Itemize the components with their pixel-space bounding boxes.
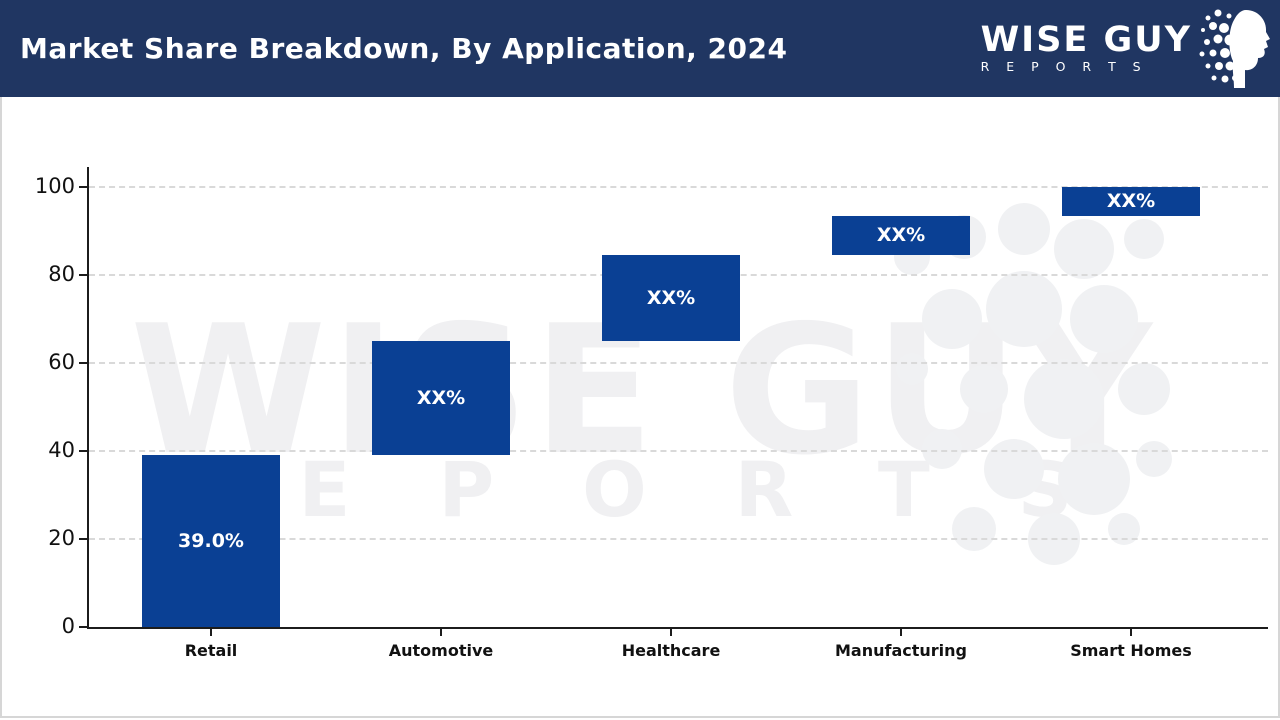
logo-subtitle: R E P O R T S	[980, 59, 1148, 75]
y-tick-label-100: 100	[34, 174, 75, 198]
chart-title: Market Share Breakdown, By Application, …	[20, 32, 788, 65]
y-tick-label-40: 40	[48, 438, 75, 462]
x-category-label: Manufacturing	[835, 641, 967, 660]
bar-healthcare: XX%	[602, 255, 740, 341]
logo-face-icon	[1199, 9, 1270, 88]
x-tick-1	[440, 629, 442, 636]
logo-text: WISE GUY R E P O R T S	[980, 19, 1192, 75]
y-tick-40	[79, 450, 87, 452]
logo-wordmark: WISE GUY	[980, 19, 1192, 60]
bar-value-label: XX%	[1106, 190, 1156, 213]
y-tick-0	[79, 626, 87, 628]
bar-value-label: 39.0%	[178, 530, 244, 553]
x-category-label: Smart Homes	[1070, 641, 1192, 660]
x-tick-3	[900, 629, 902, 636]
bar-smart-homes: XX%	[1062, 187, 1200, 216]
gridline-40	[89, 450, 1268, 452]
y-tick-label-60: 60	[48, 350, 75, 374]
x-category-label: Retail	[184, 641, 238, 660]
y-tick-100	[79, 186, 87, 188]
bar-automotive: XX%	[372, 341, 510, 456]
gridline-20	[89, 538, 1268, 540]
watermark-face-icon	[894, 203, 1172, 565]
bar-value-label: XX%	[646, 287, 696, 310]
x-axis-line	[87, 627, 1268, 629]
y-tick-80	[79, 274, 87, 276]
y-axis-line	[87, 167, 89, 629]
y-tick-60	[79, 362, 87, 364]
bar-manufacturing: XX%	[832, 215, 970, 256]
y-tick-label-80: 80	[48, 262, 75, 286]
x-tick-2	[670, 629, 672, 636]
header-bar: Market Share Breakdown, By Application, …	[0, 0, 1280, 97]
y-tick-label-0: 0	[61, 614, 75, 638]
gridline-100	[89, 186, 1268, 188]
x-tick-4	[1130, 629, 1132, 636]
gridline-60	[89, 362, 1268, 364]
wise-guy-reports-logo: WISE GUY R E P O R T S	[981, 6, 1272, 90]
bar-value-label: XX%	[416, 387, 466, 410]
bar-retail: 39.0%	[142, 455, 280, 627]
y-tick-20	[79, 538, 87, 540]
x-category-label: Automotive	[388, 641, 494, 660]
x-category-label: Healthcare	[621, 641, 721, 660]
watermark-reports: REPORTS	[152, 445, 1161, 534]
x-tick-0	[210, 629, 212, 636]
bar-value-label: XX%	[876, 224, 926, 247]
waterfall-chart: WISE GUY REPORTS 0 20 40 60 80 100 39.0% Retail…	[0, 97, 1280, 718]
y-tick-label-20: 20	[48, 526, 75, 550]
